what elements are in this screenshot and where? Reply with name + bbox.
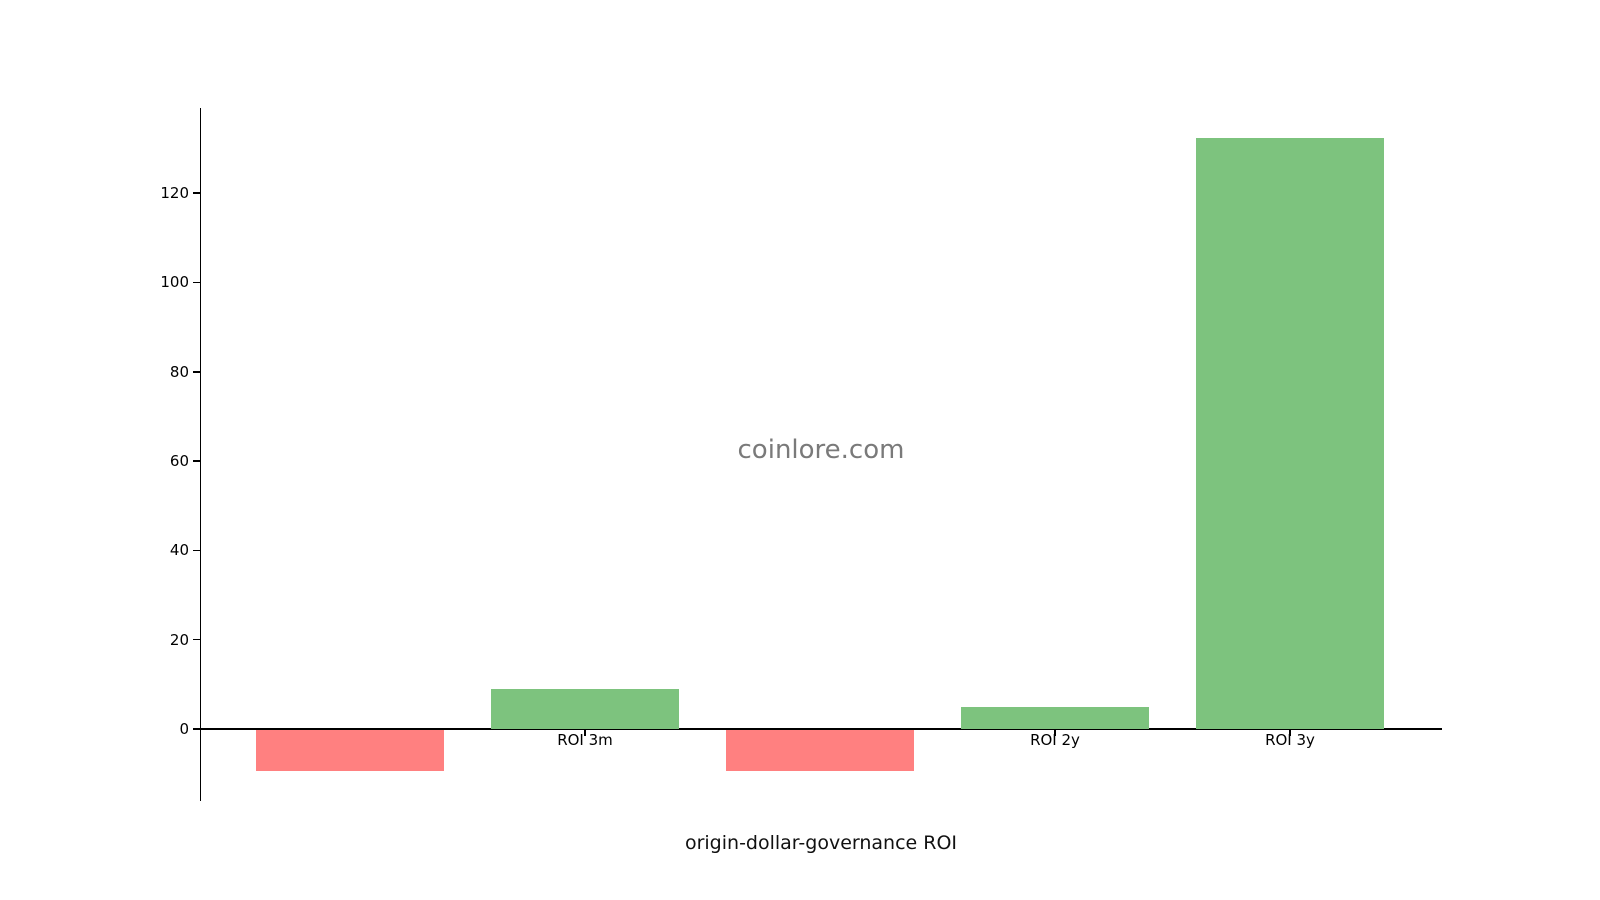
bar-roi-3y (1196, 137, 1384, 729)
y-tick-0 (193, 728, 200, 730)
x-tick-label-roi-3m: ROI 3m (557, 731, 613, 749)
y-tick-label-120: 120 (160, 184, 189, 203)
y-tick-label-80: 80 (169, 362, 189, 381)
y-tick-label-60: 60 (169, 452, 189, 471)
bar-0 (256, 729, 444, 771)
x-tick-roi-2y (1054, 729, 1056, 736)
y-tick-label-100: 100 (160, 273, 189, 292)
y-axis-line (199, 108, 201, 801)
bar-roi-2y (961, 707, 1149, 729)
y-tick-label-40: 40 (169, 541, 189, 560)
y-tick-label-20: 20 (169, 630, 189, 649)
y-tick-40 (193, 549, 200, 552)
watermark-coinlore: coinlore.com (737, 435, 905, 465)
x-tick-label-roi-3y: ROI 3y (1265, 731, 1315, 749)
y-tick-label-0: 0 (179, 720, 189, 738)
x-tick-roi-3m (584, 729, 586, 736)
bar-2 (726, 729, 914, 771)
y-tick-100 (193, 281, 200, 284)
chart-title: origin-dollar-governance ROI (684, 832, 958, 854)
y-tick-120 (193, 192, 200, 194)
x-tick-roi-3y (1289, 729, 1291, 736)
x-tick-label-roi-2y: ROI 2y (1030, 731, 1080, 749)
bar-roi-3m (491, 688, 679, 729)
x-axis-zero-line (200, 728, 1442, 730)
y-tick-20 (193, 638, 200, 641)
y-tick-60 (193, 460, 200, 462)
y-tick-80 (193, 371, 200, 373)
